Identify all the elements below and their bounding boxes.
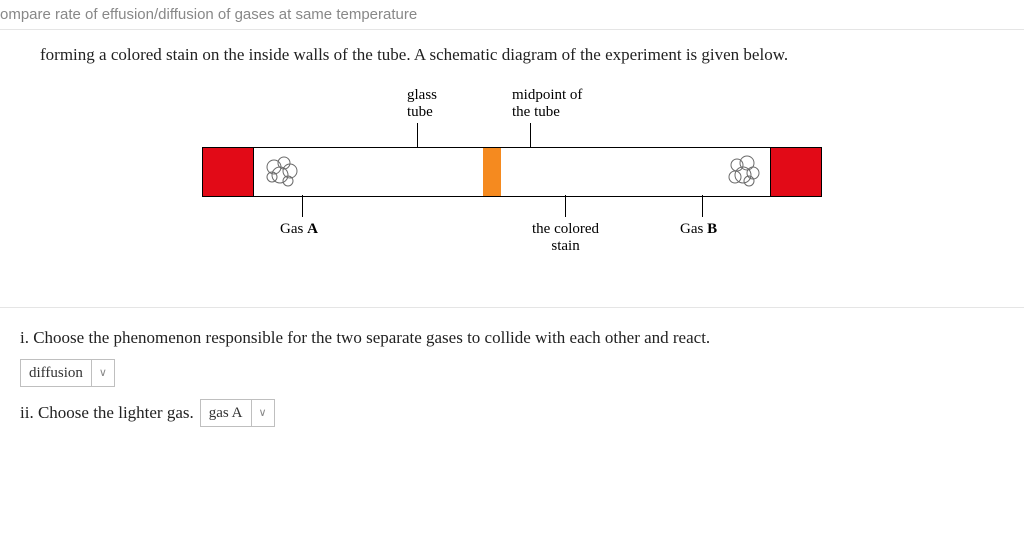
q2-select[interactable]: gas A ∨ xyxy=(200,399,275,427)
label-gas-b-text: Gas B xyxy=(680,221,717,237)
tube xyxy=(202,147,822,197)
colored-stain xyxy=(483,148,501,196)
label-stain-l2: stain xyxy=(551,238,579,254)
page-header: ompare rate of effusion/diffusion of gas… xyxy=(0,0,1024,30)
label-midpoint-l2: the tube xyxy=(512,104,560,120)
label-glass-tube: glass tube xyxy=(407,87,437,122)
gas-puff-icon xyxy=(723,153,763,191)
tube-space-mid xyxy=(501,148,541,196)
tick-gas-a xyxy=(302,195,303,217)
gas-puff-icon xyxy=(262,153,302,191)
label-midpoint: midpoint of the tube xyxy=(512,87,582,122)
questions: i. Choose the phenomenon responsible for… xyxy=(0,308,1024,446)
chevron-down-icon: ∨ xyxy=(91,360,114,386)
tube-space-right xyxy=(541,148,715,196)
question-2: ii. Choose the lighter gas. gas A ∨ xyxy=(20,397,1004,429)
tick-gas-b xyxy=(702,195,703,217)
label-stain: the colored stain xyxy=(532,221,599,256)
header-title: ompare rate of effusion/diffusion of gas… xyxy=(0,6,417,23)
question-1-prompt: i. Choose the phenomenon responsible for… xyxy=(20,322,1004,354)
q1-select[interactable]: diffusion ∨ xyxy=(20,359,115,387)
gas-b-cell xyxy=(715,148,770,196)
q1-select-value: diffusion xyxy=(21,360,91,386)
tick-midpoint xyxy=(530,123,531,147)
label-stain-l1: the colored xyxy=(532,221,599,237)
tube-space-left xyxy=(309,148,483,196)
cap-right xyxy=(770,148,821,196)
question-2-prompt: ii. Choose the lighter gas. xyxy=(20,397,194,429)
question-1: i. Choose the phenomenon responsible for… xyxy=(20,322,1004,387)
intro-text: forming a colored stain on the inside wa… xyxy=(40,45,788,64)
cap-left xyxy=(203,148,254,196)
label-gas-b: Gas B xyxy=(680,221,717,238)
label-glass-tube-l1: glass xyxy=(407,87,437,103)
intro-paragraph: forming a colored stain on the inside wa… xyxy=(0,30,1024,75)
tick-stain xyxy=(565,195,566,217)
label-midpoint-l1: midpoint of xyxy=(512,87,582,103)
label-gas-a-text: Gas A xyxy=(280,221,318,237)
q2-select-value: gas A xyxy=(201,400,251,426)
chevron-down-icon: ∨ xyxy=(251,400,274,426)
tick-glass-tube xyxy=(417,123,418,147)
experiment-diagram: glass tube midpoint of the tube xyxy=(202,87,822,277)
label-gas-a: Gas A xyxy=(280,221,318,238)
label-glass-tube-l2: tube xyxy=(407,104,433,120)
gas-a-cell xyxy=(254,148,309,196)
